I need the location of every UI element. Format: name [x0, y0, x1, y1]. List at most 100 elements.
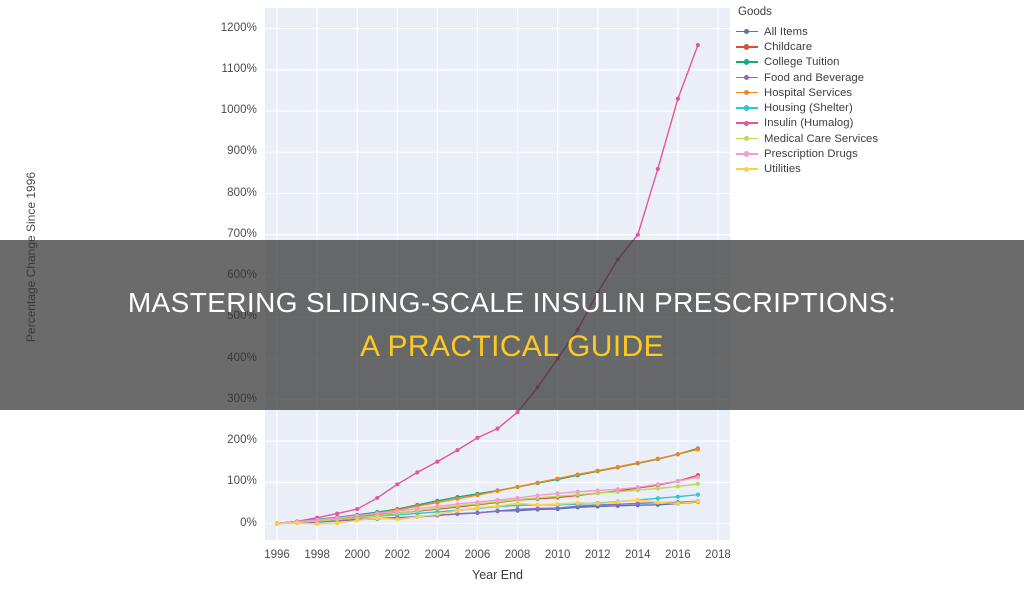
x-tick-label: 2012 — [584, 549, 611, 561]
series-point — [535, 493, 540, 498]
legend-item-label: Food and Beverage — [764, 71, 865, 84]
series-point — [455, 448, 460, 453]
series-point — [695, 43, 701, 48]
series-point — [294, 520, 300, 526]
legend-swatch-icon — [736, 41, 758, 53]
series-point — [335, 521, 340, 526]
series-point — [455, 496, 460, 501]
series-point — [675, 96, 680, 101]
legend-item[interactable]: All Items — [736, 24, 916, 39]
x-tick-label: 2006 — [464, 549, 491, 561]
series-point — [415, 470, 420, 475]
series-point — [575, 492, 580, 497]
y-tick-label: 900% — [227, 145, 257, 158]
series-point — [695, 475, 701, 480]
series-point — [475, 505, 480, 510]
series-point — [475, 499, 480, 505]
series-point — [695, 447, 701, 452]
series-point — [495, 497, 500, 503]
legend-item[interactable]: Prescription Drugs — [736, 146, 916, 161]
legend-title: Goods — [738, 6, 772, 18]
series-point — [475, 492, 480, 498]
series-point — [555, 494, 560, 499]
series-point — [435, 504, 440, 509]
series-point — [315, 521, 320, 527]
legend-item[interactable]: Medical Care Services — [736, 131, 916, 146]
y-tick-label: 100% — [227, 475, 257, 488]
series-point — [535, 480, 540, 485]
series-point — [655, 166, 660, 171]
series-point — [575, 489, 580, 494]
title-overlay-band — [0, 240, 1024, 410]
series-point — [635, 460, 640, 465]
legend-swatch-icon — [736, 72, 758, 84]
legend-item-label: Prescription Drugs — [764, 148, 858, 161]
legend-item-label: Insulin (Humalog) — [764, 117, 854, 130]
legend-item-label: All Items — [764, 25, 808, 38]
series-point — [655, 456, 660, 461]
series-line — [277, 499, 698, 525]
legend-swatch-icon — [736, 102, 758, 114]
series-point — [315, 517, 320, 523]
x-tick-label: 2000 — [344, 549, 370, 561]
series-point — [355, 518, 360, 523]
x-tick-label: 2002 — [384, 549, 411, 561]
series-point — [595, 501, 600, 506]
series-point — [555, 476, 560, 481]
legend-swatch-icon — [736, 56, 758, 68]
series-point — [675, 452, 680, 457]
legend-item[interactable]: College Tuition — [736, 55, 916, 70]
series-point — [555, 502, 560, 507]
legend-swatch-icon — [736, 117, 758, 129]
title-overlay: MASTERING SLIDING-SCALE INSULIN PRESCRIP… — [0, 240, 1024, 410]
overlay-subline: A PRACTICAL GUIDE — [359, 329, 665, 363]
y-tick-label: 1000% — [220, 104, 257, 117]
series-point — [455, 511, 460, 517]
series-point — [475, 510, 480, 516]
chart-legend: Goods All Items Childcare College Tuition F… — [736, 6, 916, 177]
legend-item[interactable]: Housing (Shelter) — [736, 100, 916, 115]
series-point — [695, 492, 701, 497]
series-point — [515, 495, 520, 501]
y-tick-label: 0% — [240, 516, 257, 529]
series-point — [415, 506, 420, 511]
legend-item[interactable]: Food and Beverage — [736, 70, 916, 85]
x-tick-label: 2008 — [504, 549, 531, 561]
legend-item[interactable]: Hospital Services — [736, 85, 916, 100]
legend-item-label: College Tuition — [764, 56, 840, 69]
legend-item-label: Utilities — [764, 163, 801, 176]
series-point — [635, 497, 640, 503]
legend-item[interactable]: Insulin (Humalog) — [736, 116, 916, 131]
series-point — [675, 478, 680, 484]
series-point — [455, 508, 460, 513]
series-point — [655, 482, 660, 487]
series-point — [395, 482, 400, 487]
series-point — [335, 515, 340, 521]
series-point — [435, 500, 440, 505]
series-line — [276, 500, 698, 525]
series-point — [495, 426, 500, 431]
series-point — [455, 502, 460, 507]
legend-swatch-icon — [736, 148, 758, 160]
series-point — [635, 485, 640, 490]
legend-item-label: Housing (Shelter) — [764, 102, 853, 115]
legend-items: All Items Childcare College Tuition Food an… — [736, 24, 916, 177]
y-tick-label: 700% — [227, 227, 257, 240]
series-point — [415, 514, 420, 520]
y-tick-label: 1200% — [220, 21, 257, 34]
series-point — [635, 488, 640, 493]
legend-item[interactable]: Childcare — [736, 39, 916, 54]
series-point — [435, 512, 440, 517]
series-point — [615, 487, 620, 492]
series-point — [495, 488, 500, 494]
series-point — [274, 521, 280, 526]
legend-item-label: Hospital Services — [764, 86, 853, 99]
x-tick-label: 1998 — [304, 549, 330, 561]
overlay-headline: MASTERING SLIDING-SCALE INSULIN PRESCRIP… — [127, 286, 897, 318]
series-point — [635, 501, 640, 506]
series-point — [675, 494, 680, 499]
legend-swatch-icon — [736, 87, 758, 99]
legend-item-label: Childcare — [764, 40, 813, 53]
legend-item[interactable]: Utilities — [736, 162, 916, 177]
legend-swatch-icon — [736, 26, 758, 38]
